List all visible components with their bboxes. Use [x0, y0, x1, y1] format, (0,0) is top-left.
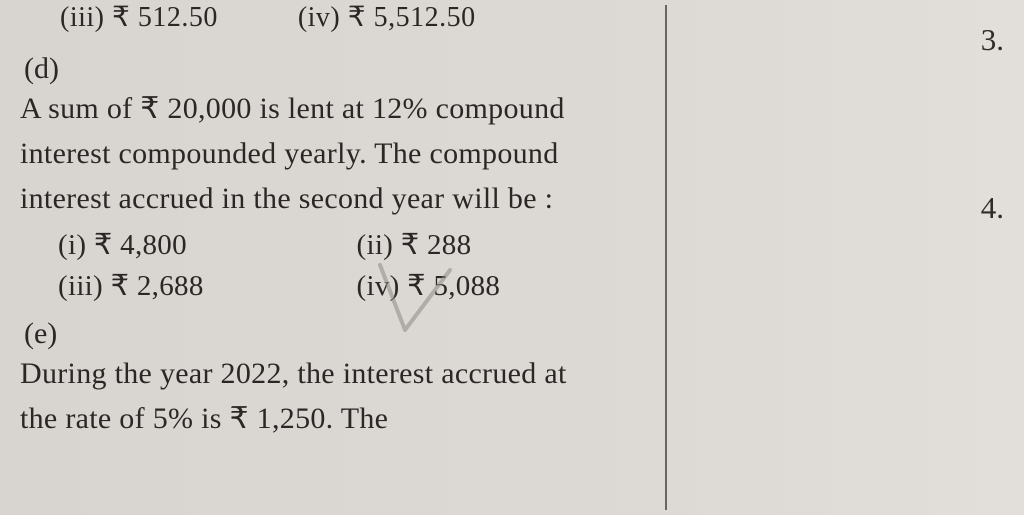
question-number-4: 4. [981, 190, 1004, 226]
option-ii: (ii) ₹ 288 [357, 227, 656, 262]
option-value: ₹ 4,800 [94, 229, 187, 261]
option-value: ₹ 5,512.50 [348, 2, 476, 33]
option-iv: (iv) ₹ 5,512.50 [298, 0, 476, 34]
option-numeral: (iii) [58, 270, 103, 302]
option-i: (i) ₹ 4,800 [58, 227, 357, 262]
options-row-2: (iii) ₹ 2,688 (iv) ₹ 5,088 [58, 268, 655, 303]
textbook-page: (iii) ₹ 512.50 (iv) ₹ 5,512.50 (d) A sum… [0, 0, 1024, 515]
left-column: (iii) ₹ 512.50 (iv) ₹ 5,512.50 (d) A sum… [0, 0, 665, 515]
option-numeral: (i) [58, 229, 86, 261]
option-numeral: (ii) [357, 229, 394, 261]
option-numeral: (iii) [60, 2, 105, 33]
option-iv: (iv) ₹ 5,088 [357, 268, 656, 303]
option-value: ₹ 5,088 [407, 270, 500, 302]
question-text: During the year 2022, the interest accru… [20, 351, 610, 441]
options-row-1: (i) ₹ 4,800 (ii) ₹ 288 [58, 227, 655, 262]
option-numeral: (iv) [357, 270, 400, 302]
question-label: (d) [20, 52, 70, 86]
question-d-options: (i) ₹ 4,800 (ii) ₹ 288 (iii) ₹ 2,688 (iv… [20, 227, 655, 303]
option-iii: (iii) ₹ 512.50 [60, 0, 218, 34]
question-text: A sum of ₹ 20,000 is lent at 12% compoun… [20, 86, 610, 221]
question-label: (e) [20, 317, 70, 351]
column-divider [665, 5, 667, 510]
question-number-3: 3. [981, 22, 1004, 58]
option-value: ₹ 288 [401, 229, 472, 261]
option-value: ₹ 2,688 [111, 270, 204, 302]
option-iii: (iii) ₹ 2,688 [58, 268, 357, 303]
right-column: 3. 4. (i) x(i) + 1.5 − [675, 0, 1024, 515]
option-numeral: (iv) [298, 2, 340, 33]
option-value: ₹ 512.50 [112, 2, 218, 33]
question-e-block: (e) During the year 2022, the interest a… [20, 317, 655, 441]
prev-question-options-row: (iii) ₹ 512.50 (iv) ₹ 5,512.50 [20, 0, 655, 34]
question-d-block: (d) A sum of ₹ 20,000 is lent at 12% com… [20, 52, 655, 303]
